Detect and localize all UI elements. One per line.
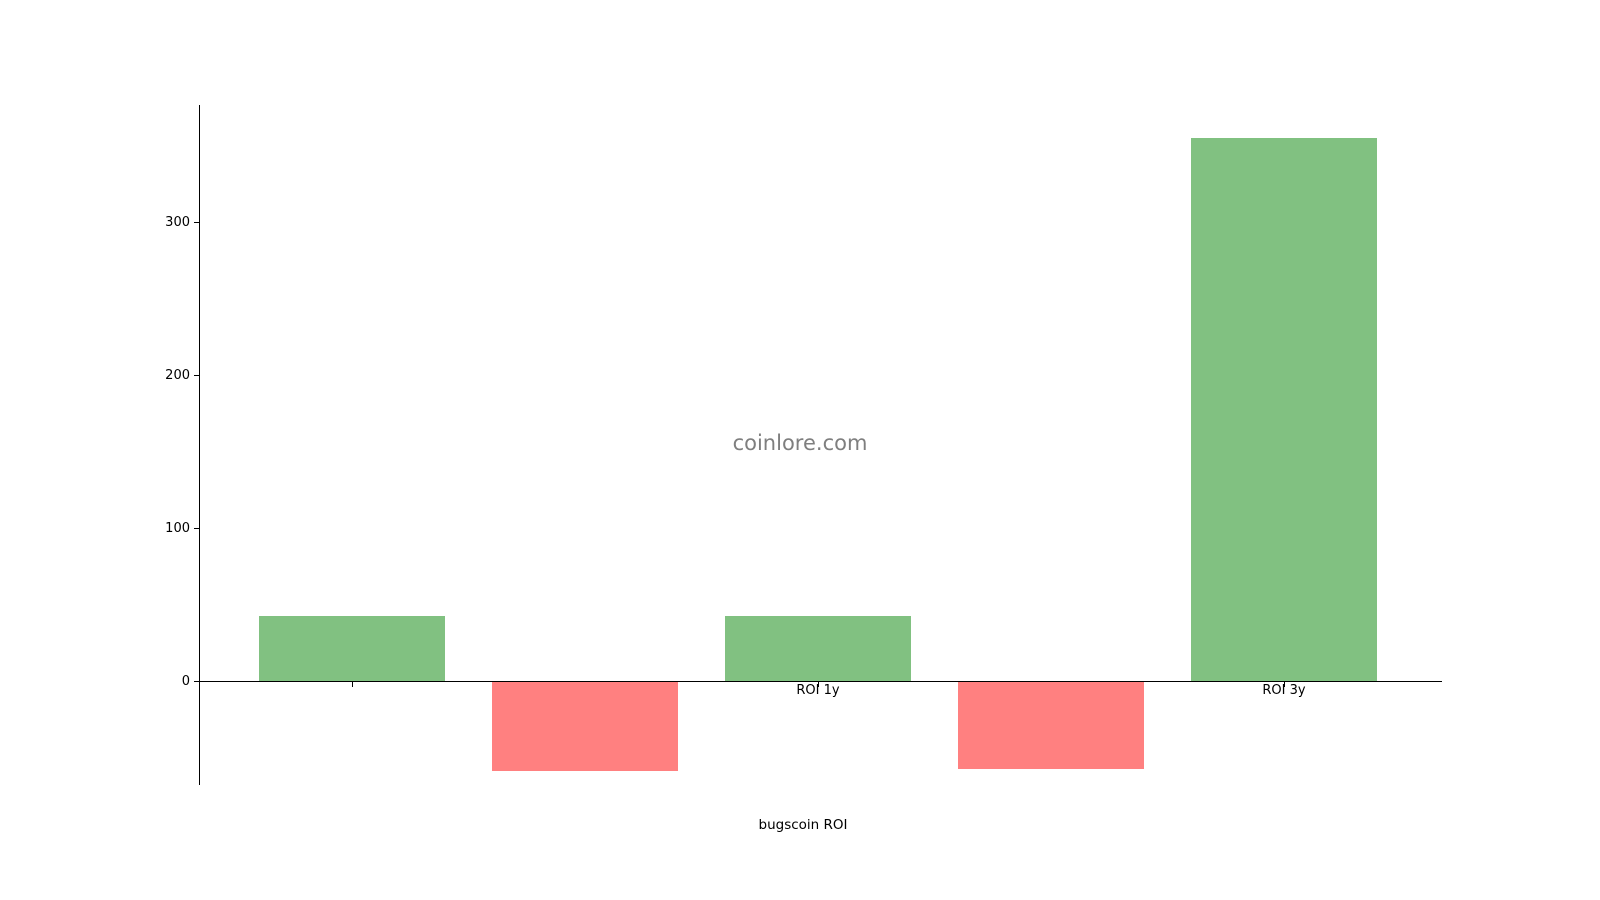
bar-4 [958,682,1144,770]
y-axis-line [199,105,201,785]
x-axis-line [199,681,1442,683]
y-tick [194,681,199,682]
x-tick [352,681,353,687]
x-tick [818,681,819,687]
y-tick-label: 300 [165,214,190,230]
y-tick [194,528,199,529]
y-tick [194,375,199,376]
chart-title: bugscoin ROI [758,817,848,833]
x-tick-label: ROI 1y [796,683,840,698]
bar-roi-1y [725,615,911,681]
y-tick-label: 200 [165,367,190,383]
x-tick-label: ROI 3y [1262,683,1306,698]
y-tick-label: 100 [165,520,190,536]
y-tick [194,222,199,223]
bar-roi-3y [1191,137,1377,681]
bar-2 [492,682,678,771]
y-tick-label: 0 [181,673,190,689]
x-tick [1284,681,1285,687]
bar-1 [259,615,445,681]
watermark: coinlore.com [732,431,868,455]
